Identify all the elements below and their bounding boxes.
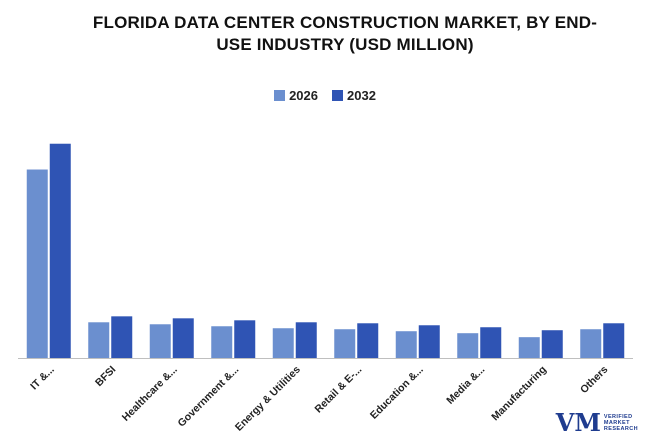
chart-title-line-2: USE INDUSTRY (USD MILLION) bbox=[216, 35, 474, 54]
x-tick-label-8: Manufacturing bbox=[489, 364, 549, 424]
x-tick-label-5: Retail & E-... bbox=[313, 364, 365, 416]
logo-text-line-2: MARKET bbox=[603, 420, 630, 426]
logo-text-line-1: VERIFIED bbox=[603, 414, 633, 420]
bar-2026-1 bbox=[88, 322, 110, 358]
bar-2032-5 bbox=[357, 323, 379, 358]
chart-legend: 2026 2032 bbox=[0, 88, 650, 103]
bar-2026-6 bbox=[395, 331, 417, 358]
legend-label-2032: 2032 bbox=[347, 88, 376, 103]
chart-title: FLORIDA DATA CENTER CONSTRUCTION MARKET,… bbox=[60, 12, 630, 56]
x-tick-label-1: BFSI bbox=[93, 364, 118, 389]
x-tick-label-6: Education &... bbox=[368, 364, 426, 422]
legend-item-2032: 2032 bbox=[332, 88, 376, 103]
x-tick-label-3: Government &... bbox=[176, 364, 242, 430]
bar-2026-9 bbox=[580, 329, 602, 358]
bar-2026-7 bbox=[457, 333, 479, 358]
chart-title-line-1: FLORIDA DATA CENTER CONSTRUCTION MARKET,… bbox=[92, 13, 598, 32]
brand-logo: VM VERIFIED MARKET RESEARCH bbox=[556, 411, 638, 435]
bar-2026-0 bbox=[26, 169, 48, 358]
x-tick-label-9: Others bbox=[578, 364, 611, 397]
bar-2032-4 bbox=[295, 322, 317, 358]
logo-text: VERIFIED MARKET RESEARCH bbox=[604, 414, 638, 432]
bar-2032-7 bbox=[480, 327, 502, 358]
legend-swatch-2032 bbox=[332, 90, 343, 101]
bar-2032-8 bbox=[541, 330, 563, 358]
logo-text-line-3: RESEARCH bbox=[603, 426, 638, 432]
x-tick-label-0: IT &... bbox=[28, 364, 57, 393]
bar-2032-1 bbox=[111, 316, 133, 358]
legend-label-2026: 2026 bbox=[289, 88, 318, 103]
bar-2032-3 bbox=[234, 320, 256, 358]
x-tick-label-7: Media &... bbox=[444, 364, 487, 407]
bar-2026-8 bbox=[518, 337, 540, 358]
bar-2032-2 bbox=[172, 318, 194, 358]
bar-2032-0 bbox=[49, 143, 71, 358]
legend-item-2026: 2026 bbox=[274, 88, 318, 103]
bar-2032-9 bbox=[603, 323, 625, 358]
bar-2026-2 bbox=[149, 324, 171, 358]
legend-swatch-2026 bbox=[274, 90, 286, 101]
x-tick-label-4: Energy & Utilities bbox=[233, 364, 303, 434]
bar-2026-5 bbox=[334, 329, 356, 358]
bar-2032-6 bbox=[418, 325, 440, 358]
x-tick-label-2: Healthcare &... bbox=[120, 364, 180, 424]
logo-mark-icon: VM bbox=[555, 408, 601, 437]
bar-2026-3 bbox=[211, 326, 233, 358]
bar-2026-4 bbox=[272, 328, 294, 358]
